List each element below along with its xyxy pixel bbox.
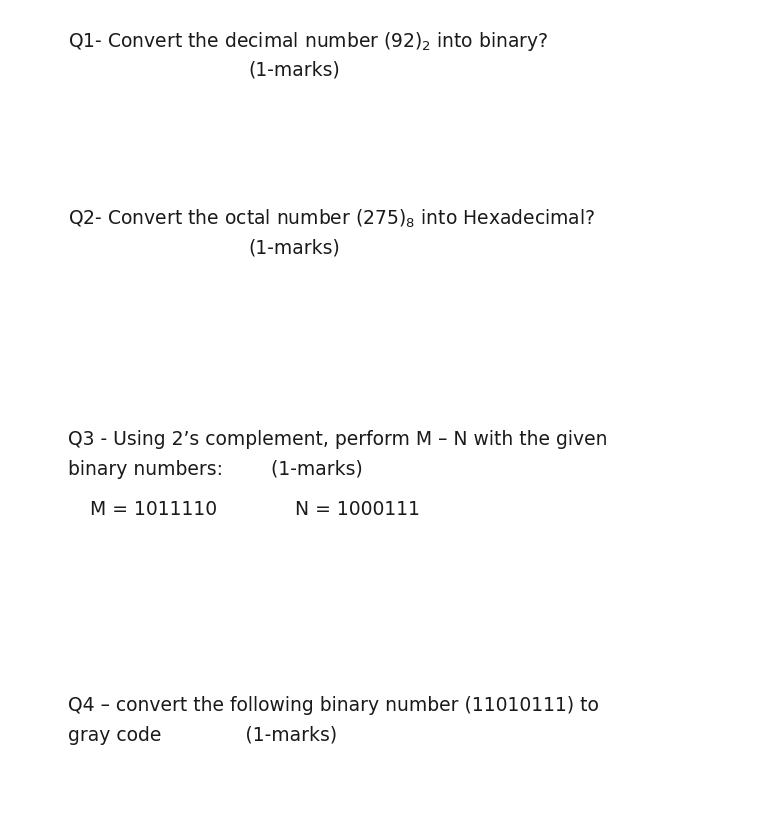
Text: (1-marks): (1-marks) [248, 238, 340, 257]
Text: Q1- Convert the decimal number (92)$_2$ into binary?: Q1- Convert the decimal number (92)$_2$ … [68, 30, 548, 53]
Text: Q3 - Using 2’s complement, perform M – N with the given: Q3 - Using 2’s complement, perform M – N… [68, 430, 608, 449]
Text: binary numbers:        (1-marks): binary numbers: (1-marks) [68, 460, 363, 479]
Text: (1-marks): (1-marks) [248, 60, 340, 79]
Text: M = 1011110: M = 1011110 [90, 500, 217, 519]
Text: gray code              (1-marks): gray code (1-marks) [68, 726, 337, 745]
Text: Q4 – convert the following binary number (11010111) to: Q4 – convert the following binary number… [68, 696, 599, 715]
Text: Q2- Convert the octal number (275)$_8$ into Hexadecimal?: Q2- Convert the octal number (275)$_8$ i… [68, 208, 595, 230]
Text: N = 1000111: N = 1000111 [295, 500, 420, 519]
